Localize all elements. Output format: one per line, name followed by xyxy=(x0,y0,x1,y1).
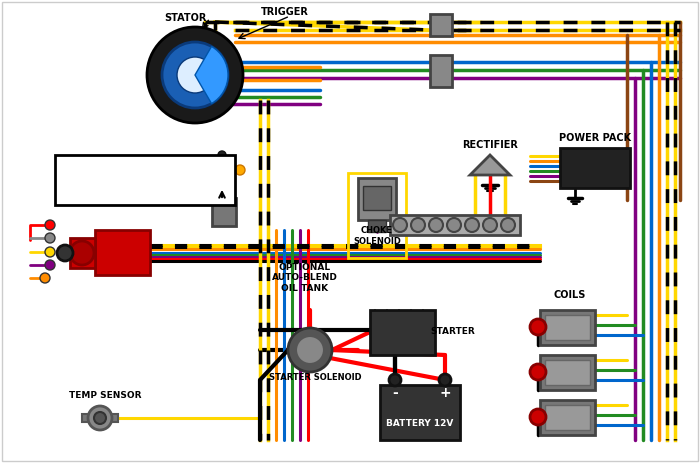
Text: OPTIONAL
AUTO-BLEND
OIL TANK: OPTIONAL AUTO-BLEND OIL TANK xyxy=(272,263,338,293)
Circle shape xyxy=(483,218,497,232)
Bar xyxy=(545,360,590,385)
Circle shape xyxy=(94,412,106,424)
Circle shape xyxy=(147,27,243,123)
Bar xyxy=(430,55,452,87)
Bar xyxy=(540,355,595,390)
Text: CHOKE
SOLENOID: CHOKE SOLENOID xyxy=(353,226,401,246)
Circle shape xyxy=(530,409,546,425)
Text: ELECTRIC START: ELECTRIC START xyxy=(100,185,190,195)
Bar xyxy=(560,148,630,188)
Bar xyxy=(210,163,234,187)
Bar xyxy=(540,400,595,435)
Circle shape xyxy=(439,374,451,386)
Circle shape xyxy=(235,165,245,175)
Text: STARTER: STARTER xyxy=(430,327,475,337)
Circle shape xyxy=(45,233,55,243)
Circle shape xyxy=(447,218,461,232)
Bar xyxy=(545,315,590,340)
Text: POWER PACK: POWER PACK xyxy=(559,133,631,143)
Circle shape xyxy=(429,218,443,232)
Bar xyxy=(540,310,595,345)
Polygon shape xyxy=(470,155,510,175)
Text: STATOR: STATOR xyxy=(164,13,206,23)
Circle shape xyxy=(411,218,425,232)
Circle shape xyxy=(288,328,332,372)
Circle shape xyxy=(162,42,228,108)
Bar xyxy=(212,198,236,226)
Bar xyxy=(368,220,386,232)
Circle shape xyxy=(40,273,50,283)
Text: -: - xyxy=(392,386,398,400)
Bar xyxy=(70,238,95,268)
Circle shape xyxy=(530,364,546,380)
Text: 60-70 HP 1978-84: 60-70 HP 1978-84 xyxy=(69,164,222,180)
Circle shape xyxy=(296,336,324,364)
Bar xyxy=(348,173,406,258)
Bar xyxy=(545,405,590,430)
Wedge shape xyxy=(195,46,228,104)
Bar xyxy=(390,215,520,235)
Text: BATTERY 12V: BATTERY 12V xyxy=(386,419,454,427)
Text: STARTER SOLENOID: STARTER SOLENOID xyxy=(269,374,361,382)
Text: RECTIFIER: RECTIFIER xyxy=(462,140,518,150)
Text: TEMP SENSOR: TEMP SENSOR xyxy=(69,392,141,400)
Circle shape xyxy=(389,374,401,386)
Bar xyxy=(95,230,150,275)
Circle shape xyxy=(45,260,55,270)
Bar xyxy=(430,14,452,36)
Bar xyxy=(358,178,396,220)
Bar xyxy=(370,310,435,355)
Circle shape xyxy=(218,151,226,159)
Circle shape xyxy=(177,57,213,93)
Text: +: + xyxy=(439,386,451,400)
Circle shape xyxy=(57,245,73,261)
Circle shape xyxy=(465,218,479,232)
Circle shape xyxy=(393,218,407,232)
Bar xyxy=(82,414,118,422)
Text: COILS: COILS xyxy=(554,290,586,300)
Bar xyxy=(363,186,391,210)
Bar xyxy=(55,155,235,205)
Circle shape xyxy=(530,319,546,335)
Circle shape xyxy=(45,220,55,230)
Text: TRIGGER: TRIGGER xyxy=(261,7,309,17)
Circle shape xyxy=(45,247,55,257)
Circle shape xyxy=(70,241,94,265)
Bar xyxy=(380,385,460,440)
Circle shape xyxy=(501,218,515,232)
Circle shape xyxy=(88,406,112,430)
